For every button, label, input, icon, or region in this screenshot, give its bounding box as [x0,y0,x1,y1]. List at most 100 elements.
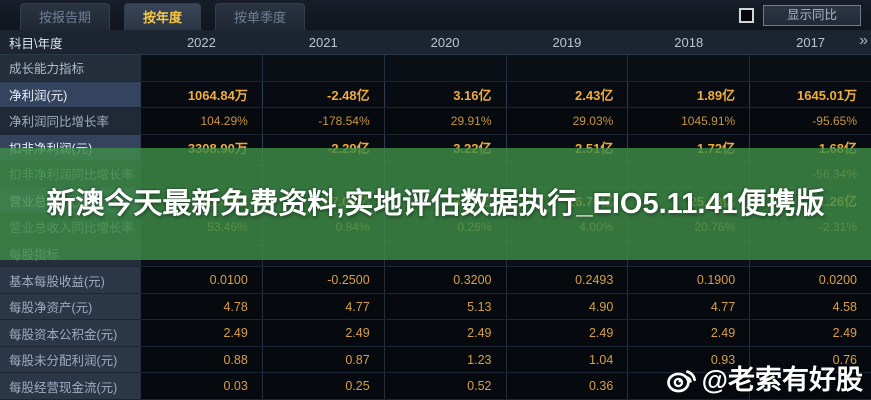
cell-value: 0.0100 [140,267,262,293]
row-label: 每股指标 [0,240,140,267]
cell-value [627,240,750,267]
more-columns-chevron-icon[interactable]: » [859,32,868,49]
table-row[interactable]: 净利润(元) 1064.84万 -2.48亿 3.16亿 2.43亿 1.89亿 1645.… [0,81,871,109]
row-label: 基本每股收益(元) [0,267,140,293]
cell-value: 1064.84万 [140,81,262,108]
show-yoy-checkbox[interactable] [739,8,754,23]
table-row[interactable]: 每股未分配利润(元) 0.88 0.87 1.23 1.04 0.93 0.76 [0,346,871,374]
period-tabbar: 按报告期 按年度 按单季度 显示同比 [0,0,871,30]
cell-value: 0.88 [140,346,262,373]
table-row[interactable]: 营业总收入(元) 41.43亿 27.00亿 26.77亿 26.70亿 25.68亿 21… [0,187,871,215]
cell-value: 3.22亿 [383,134,506,161]
cell-value [140,240,262,267]
cell-value [749,55,871,81]
cell-value: -178.54% [261,108,384,134]
cell-value [627,161,750,187]
cell-value: 2.49 [140,320,262,346]
cell-value [383,55,506,81]
cell-value: -2.48亿 [261,81,384,108]
cell-value: 2.51亿 [505,134,628,161]
table-row[interactable]: 每股资本公积金(元) 2.49 2.49 2.49 2.49 2.49 2.49 [0,320,871,347]
cell-value: 0.1900 [627,267,750,293]
year-column-header: 2017 [796,34,826,50]
year-column-header: 2020 [430,34,460,50]
watermark-text: @老索有好股 [701,365,863,395]
cell-value: 2.43亿 [505,81,628,108]
cell-value: 104.29% [140,108,262,134]
corner-label: 科目\年度 [9,36,63,51]
cell-value: 4.58 [749,293,871,320]
row-label: 每股净资产(元) [0,293,140,320]
cell-value: 0.26% [383,214,506,240]
table-row[interactable]: 每股指标 [0,240,871,268]
row-label: 每股资本公积金(元) [0,320,140,346]
row-label: 成长能力指标 [0,55,140,81]
show-yoy-button[interactable]: 显示同比 [763,5,861,26]
cell-value: 0.76 [749,346,871,373]
table-row[interactable]: 净利润同比增长率 104.29% -178.54% 29.91% 29.03% 1045.… [0,108,871,135]
cell-value: 4.77 [261,293,384,320]
table-row[interactable]: 扣非净利润(元) 3308.90万 -2.29亿 3.22亿 2.51亿 1.72亿 1.6… [0,134,871,162]
cell-value: -95.65% [749,108,871,134]
tab-report-period[interactable]: 按报告期 [20,3,111,30]
cell-value: 1.23 [383,346,506,373]
cell-value: 0.3200 [383,267,506,293]
cell-value: 0.03 [140,373,262,399]
cell-value: 29.03% [505,108,628,134]
cell-value: 2.49 [505,320,628,346]
tab-by-year[interactable]: 按年度 [124,3,202,30]
cell-value: 27.00亿 [261,187,384,214]
row-label: 营业总收入同比增长率 [0,214,140,240]
cell-value: 0.36 [505,373,628,399]
cell-value [261,240,384,267]
cell-value [627,55,750,81]
tab-single-quarter[interactable]: 按单季度 [215,3,306,30]
cell-value: 3.16亿 [383,81,506,108]
table-row[interactable]: 每股净资产(元) 4.78 4.77 5.13 4.90 4.77 4.58 [0,293,871,321]
cell-value: 29.91% [383,108,506,134]
cell-value: 2.49 [749,320,871,346]
cell-value: 26.70亿 [505,187,628,214]
cell-value: 3308.90万 [140,134,262,161]
cell-value: 4.77 [627,293,750,320]
table-row[interactable]: 营业总收入同比增长率 53.46% 0.84% 0.26% 4.00% 20.76% -2.… [0,214,871,241]
cell-value: 0.84% [261,214,384,240]
cell-value [261,161,384,187]
year-column-header: 2018 [674,34,704,50]
cell-value [261,55,384,81]
cell-value: 2.49 [627,320,750,346]
cell-value: 1.04 [505,346,628,373]
cell-value [749,240,871,267]
cell-value [505,240,628,267]
cell-value: 1.72亿 [627,134,750,161]
table-row[interactable]: 成长能力指标 [0,55,871,82]
cell-value: 0.2493 [505,267,628,293]
cell-value: 0.52 [383,373,506,399]
table-header: 科目\年度 2022 2021 2020 2019 2018 2017 » [0,30,871,55]
year-column-header: 2019 [552,34,582,50]
row-label: 每股经营现金流(元) [0,373,140,399]
yoy-controls: 显示同比 [739,5,861,26]
table-row[interactable]: 基本每股收益(元) 0.0100 -0.2500 0.3200 0.2493 0.1900… [0,267,871,294]
cell-value: 1.68亿 [749,134,871,161]
cell-value [749,373,871,399]
cell-value: 0.93 [627,346,750,373]
cell-value: 26.77亿 [383,187,506,214]
cell-value: 1645.01万 [749,81,871,108]
weibo-icon [666,369,696,392]
cell-value: 4.78 [140,293,262,320]
cell-value [140,55,262,81]
cell-value: 20.76% [627,214,750,240]
cell-value: 5.13 [383,293,506,320]
cell-value: -2.29亿 [261,134,384,161]
table-body: 成长能力指标 净利润(元) 1064.84万 -2.48亿 3.16亿 2.43亿 1.89… [0,55,871,400]
table-row[interactable]: 扣非净利润同比增长率 -56.34% [0,161,871,188]
row-label: 每股未分配利润(元) [0,346,140,373]
cell-value: -56.34% [749,161,871,187]
cell-value [505,161,628,187]
cell-value: 41.43亿 [140,187,262,214]
cell-value [505,55,628,81]
year-column-header: 2022 [186,34,216,50]
cell-value: 4.90 [505,293,628,320]
